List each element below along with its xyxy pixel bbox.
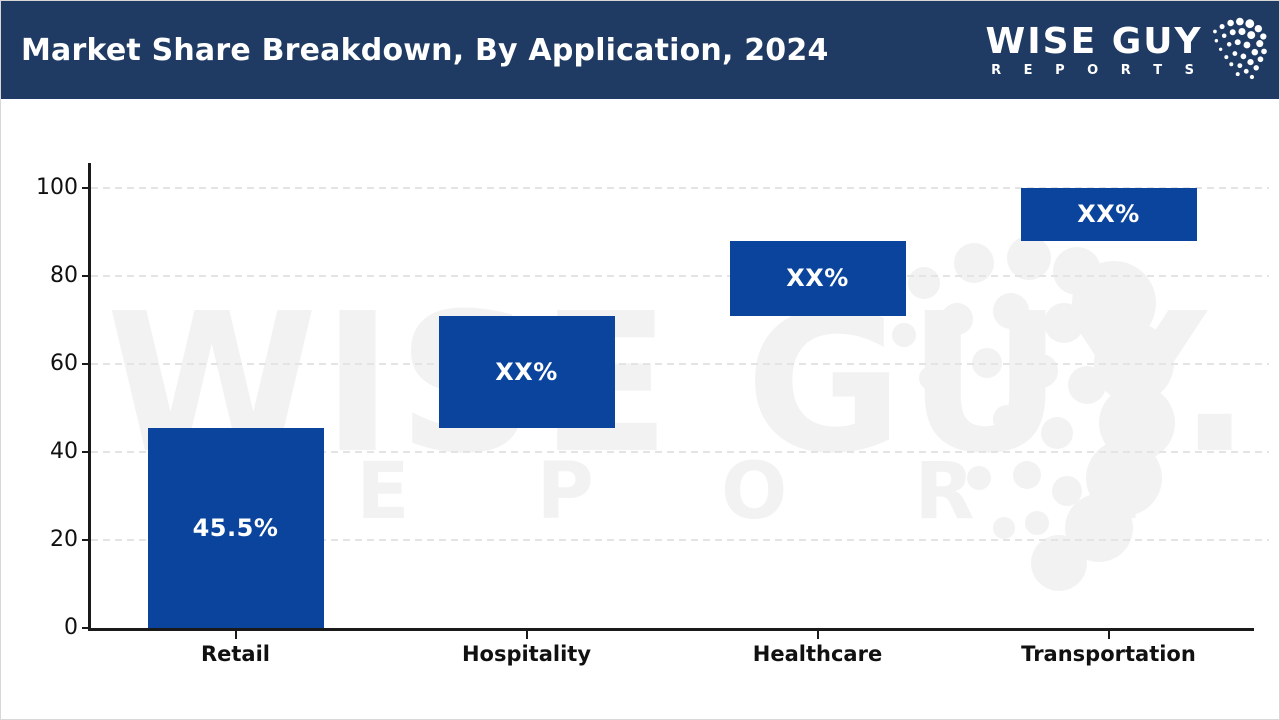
x-tick-label-hospitality: Hospitality bbox=[461, 642, 592, 666]
gridline-20 bbox=[91, 539, 1269, 541]
y-tick-0 bbox=[82, 627, 90, 629]
y-tick-60 bbox=[82, 363, 90, 365]
y-tick-40 bbox=[82, 451, 90, 453]
y-axis-line bbox=[88, 163, 91, 631]
x-tick-label-retail: Retail bbox=[200, 642, 271, 666]
x-axis-line bbox=[88, 628, 1254, 631]
y-tick-label-100: 100 bbox=[36, 175, 78, 200]
x-tick-healthcare bbox=[816, 631, 819, 639]
y-tick-80 bbox=[82, 275, 90, 277]
y-tick-label-40: 40 bbox=[50, 439, 78, 464]
y-tick-label-80: 80 bbox=[50, 263, 78, 288]
chart-title: Market Share Breakdown, By Application, … bbox=[21, 32, 829, 68]
y-tick-20 bbox=[82, 539, 90, 541]
brand-logo: WISE GUY R E P O R T S bbox=[985, 7, 1269, 93]
y-tick-label-60: 60 bbox=[50, 351, 78, 376]
bar-value-label-retail: 45.5% bbox=[192, 513, 279, 542]
bar-value-label-hospitality: XX% bbox=[495, 357, 558, 386]
x-tick-hospitality bbox=[525, 631, 528, 639]
bar-value-label-healthcare: XX% bbox=[786, 264, 849, 293]
bar-value-label-transportation: XX% bbox=[1077, 200, 1140, 229]
bar-hospitality: XX% bbox=[438, 315, 615, 428]
bar-retail: 45.5% bbox=[147, 427, 324, 628]
x-tick-retail bbox=[234, 631, 237, 639]
bar-healthcare: XX% bbox=[729, 240, 906, 316]
y-tick-100 bbox=[82, 187, 90, 189]
logo-head-icon bbox=[1213, 17, 1267, 80]
watermark-head-icon bbox=[892, 236, 1175, 591]
x-tick-label-transportation: Transportation bbox=[1021, 642, 1196, 666]
y-tick-label-20: 20 bbox=[50, 527, 78, 552]
brand-subtitle: R E P O R T S bbox=[991, 62, 1203, 78]
x-tick-label-healthcare: Healthcare bbox=[752, 642, 883, 666]
y-tick-label-0: 0 bbox=[64, 615, 78, 640]
brand-text: WISE GUY R E P O R T S bbox=[985, 22, 1203, 78]
gridline-100 bbox=[91, 187, 1269, 189]
gridline-60 bbox=[91, 363, 1269, 365]
bar-transportation: XX% bbox=[1020, 188, 1197, 241]
header-bar: Market Share Breakdown, By Application, … bbox=[1, 1, 1279, 99]
x-tick-transportation bbox=[1107, 631, 1110, 639]
brand-name: WISE GUY bbox=[985, 21, 1203, 63]
gridline-80 bbox=[91, 275, 1269, 277]
gridline-40 bbox=[91, 451, 1269, 453]
